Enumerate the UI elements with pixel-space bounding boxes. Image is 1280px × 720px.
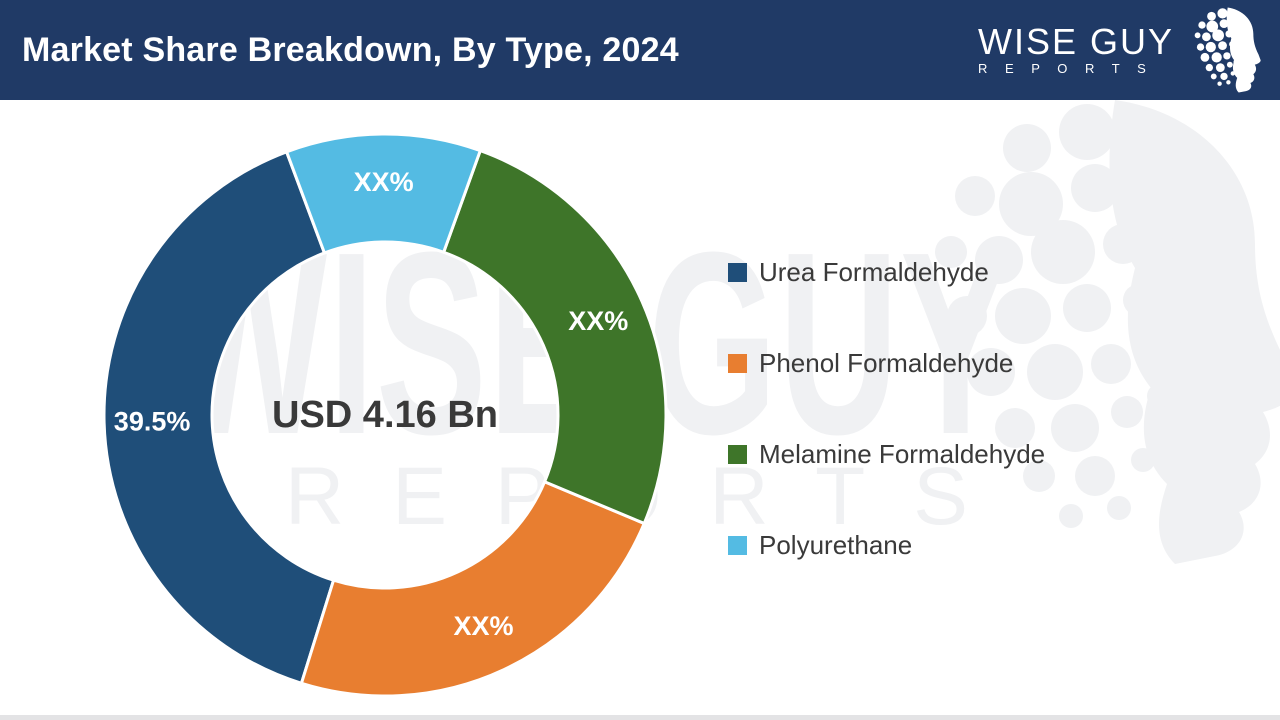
segment-value-label: XX% [453, 611, 513, 641]
legend-item-urea-formaldehyde: Urea Formaldehyde [728, 256, 1045, 288]
segment-value-label: XX% [568, 306, 628, 336]
legend-label: Phenol Formaldehyde [759, 347, 1014, 378]
background-watermark-face [935, 100, 1280, 564]
segment-value-label: 39.5% [114, 407, 191, 437]
legend-swatch-phenol [728, 353, 747, 373]
donut-chart: 39.5% XX% XX% XX% USD 4.16 Bn [102, 132, 668, 698]
legend-swatch-urea [728, 262, 747, 282]
donut-segment-urea-formaldehyde [102, 150, 336, 685]
logo-face-icon [1194, 7, 1261, 93]
legend-item-phenol-formaldehyde: Phenol Formaldehyde [728, 347, 1045, 379]
legend-label: Polyurethane [759, 529, 913, 560]
donut-segment-polyurethane [285, 132, 482, 255]
logo-subtitle: R E P O R T S [977, 61, 1153, 76]
header-bar: Market Share Breakdown, By Type, 2024 WI… [0, 0, 1280, 100]
donut-segment-melamine-formaldehyde [442, 149, 668, 525]
legend-swatch-polyurethane [728, 535, 747, 555]
legend-label: Urea Formaldehyde [759, 256, 989, 287]
legend-label: Melamine Formaldehyde [759, 438, 1046, 469]
wise-guy-reports-logo: WISE GUY R E P O R T S [978, 6, 1280, 94]
legend-item-polyurethane: Polyurethane [728, 529, 1045, 561]
page-title: Market Share Breakdown, By Type, 2024 [22, 30, 679, 69]
donut-center-value: USD 4.16 Bn [272, 394, 498, 436]
footer-strip [0, 715, 1280, 720]
segment-value-label: XX% [354, 167, 414, 197]
chart-legend: Urea Formaldehyde Phenol Formaldehyde Me… [728, 256, 1045, 620]
legend-swatch-melamine [728, 444, 747, 464]
logo-name: WISE GUY [977, 21, 1174, 62]
legend-item-melamine-formaldehyde: Melamine Formaldehyde [728, 438, 1045, 470]
donut-segment-phenol-formaldehyde [299, 480, 646, 698]
